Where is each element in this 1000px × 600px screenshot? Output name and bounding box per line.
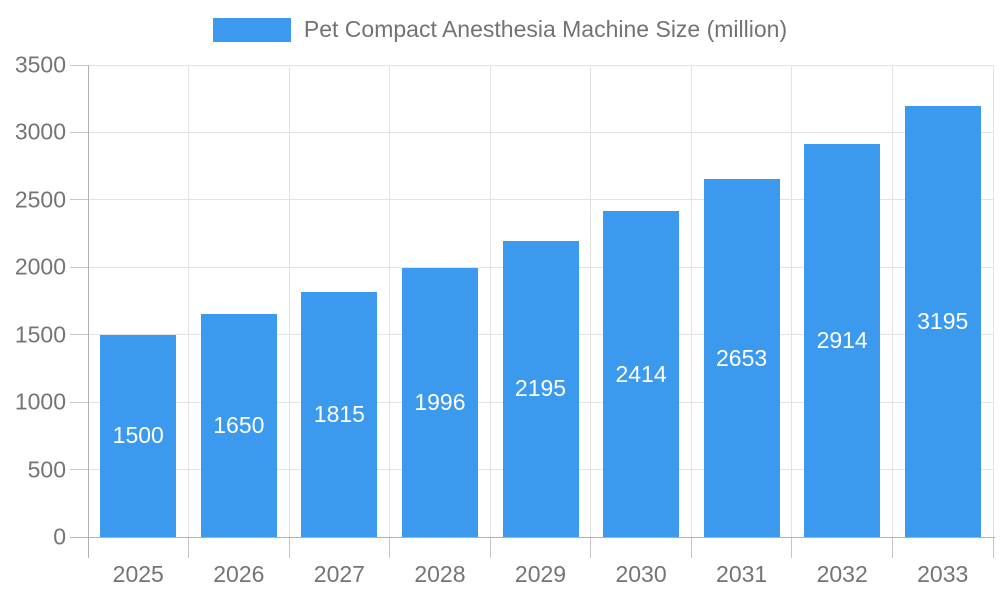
y-axis-tick bbox=[70, 64, 88, 66]
x-axis-tick-label: 2025 bbox=[112, 561, 164, 587]
x-axis-tick bbox=[389, 537, 391, 558]
y-axis-tick bbox=[70, 469, 88, 471]
x-axis-tick bbox=[992, 537, 994, 558]
bar-value-label: 1996 bbox=[414, 388, 466, 415]
y-axis-tick-label: 1500 bbox=[14, 321, 66, 348]
legend-swatch bbox=[212, 17, 291, 42]
bar-value-label: 3195 bbox=[917, 308, 969, 335]
bar[interactable]: 1500 bbox=[100, 334, 177, 537]
y-axis-tick-label: 0 bbox=[53, 523, 66, 550]
bar[interactable]: 2914 bbox=[804, 144, 881, 537]
x-axis-tick bbox=[690, 537, 692, 558]
bar-value-label: 2195 bbox=[514, 375, 567, 402]
bar-value-label: 1500 bbox=[112, 422, 164, 449]
bar[interactable]: 1650 bbox=[200, 314, 277, 537]
y-gridline bbox=[88, 199, 993, 201]
y-axis-tick bbox=[70, 131, 88, 133]
x-gridline bbox=[288, 65, 290, 537]
x-gridline bbox=[590, 65, 592, 537]
bar[interactable]: 1815 bbox=[301, 292, 378, 537]
bar[interactable]: 2195 bbox=[502, 240, 579, 537]
x-axis-tick-label: 2033 bbox=[917, 561, 969, 587]
y-axis-tick-label: 3500 bbox=[14, 51, 66, 78]
y-axis-line bbox=[87, 65, 89, 558]
y-axis-tick-label: 2500 bbox=[14, 186, 66, 213]
x-axis-tick-label: 2026 bbox=[213, 561, 265, 587]
legend-label: Pet Compact Anesthesia Machine Size (mil… bbox=[303, 16, 788, 42]
x-axis-tick-label: 2032 bbox=[816, 561, 868, 587]
legend[interactable]: Pet Compact Anesthesia Machine Size (mil… bbox=[0, 16, 1000, 43]
bar[interactable]: 2653 bbox=[703, 179, 780, 537]
bar[interactable]: 1996 bbox=[401, 267, 478, 537]
bar[interactable]: 2414 bbox=[603, 211, 680, 537]
y-gridline bbox=[88, 131, 993, 133]
x-axis-line bbox=[70, 536, 995, 538]
plot-area: 1500 1650 1815 1996 2195 2414 2653 2914 3195 bbox=[88, 64, 994, 537]
y-axis-tick-label: 3000 bbox=[14, 118, 66, 145]
x-gridline bbox=[389, 65, 391, 537]
x-gridline bbox=[188, 65, 190, 537]
bar-value-label: 2414 bbox=[615, 360, 667, 387]
x-axis-tick-label: 2031 bbox=[716, 561, 768, 587]
x-gridline bbox=[791, 65, 793, 537]
y-gridline bbox=[88, 64, 993, 66]
x-axis-tick-label: 2027 bbox=[313, 561, 365, 587]
y-axis-tick bbox=[70, 266, 88, 268]
y-axis-tick bbox=[70, 401, 88, 403]
x-axis-tick bbox=[489, 537, 491, 558]
x-axis-tick-label: 2028 bbox=[414, 561, 466, 587]
y-axis-tick bbox=[70, 199, 88, 201]
bar-value-label: 1650 bbox=[213, 412, 265, 439]
x-axis-tick bbox=[791, 537, 793, 558]
bar[interactable]: 3195 bbox=[904, 106, 981, 537]
x-gridline bbox=[489, 65, 491, 537]
y-axis-tick bbox=[70, 334, 88, 336]
x-gridline bbox=[891, 65, 893, 537]
y-axis-tick-label: 1000 bbox=[14, 388, 66, 415]
x-axis-tick-label: 2029 bbox=[514, 561, 567, 587]
x-axis-tick bbox=[188, 537, 190, 558]
bar-value-label: 2914 bbox=[816, 327, 868, 353]
x-axis-tick bbox=[590, 537, 592, 558]
x-gridline bbox=[992, 65, 994, 537]
x-axis-tick bbox=[288, 537, 290, 558]
x-axis-tick-label: 2030 bbox=[615, 561, 667, 587]
bar-value-label: 2653 bbox=[716, 344, 768, 371]
bar-value-label: 1815 bbox=[313, 401, 365, 428]
y-axis-tick-label: 500 bbox=[27, 455, 66, 482]
x-axis-tick bbox=[891, 537, 893, 558]
x-gridline bbox=[690, 65, 692, 537]
y-axis-tick-label: 2000 bbox=[14, 253, 66, 280]
